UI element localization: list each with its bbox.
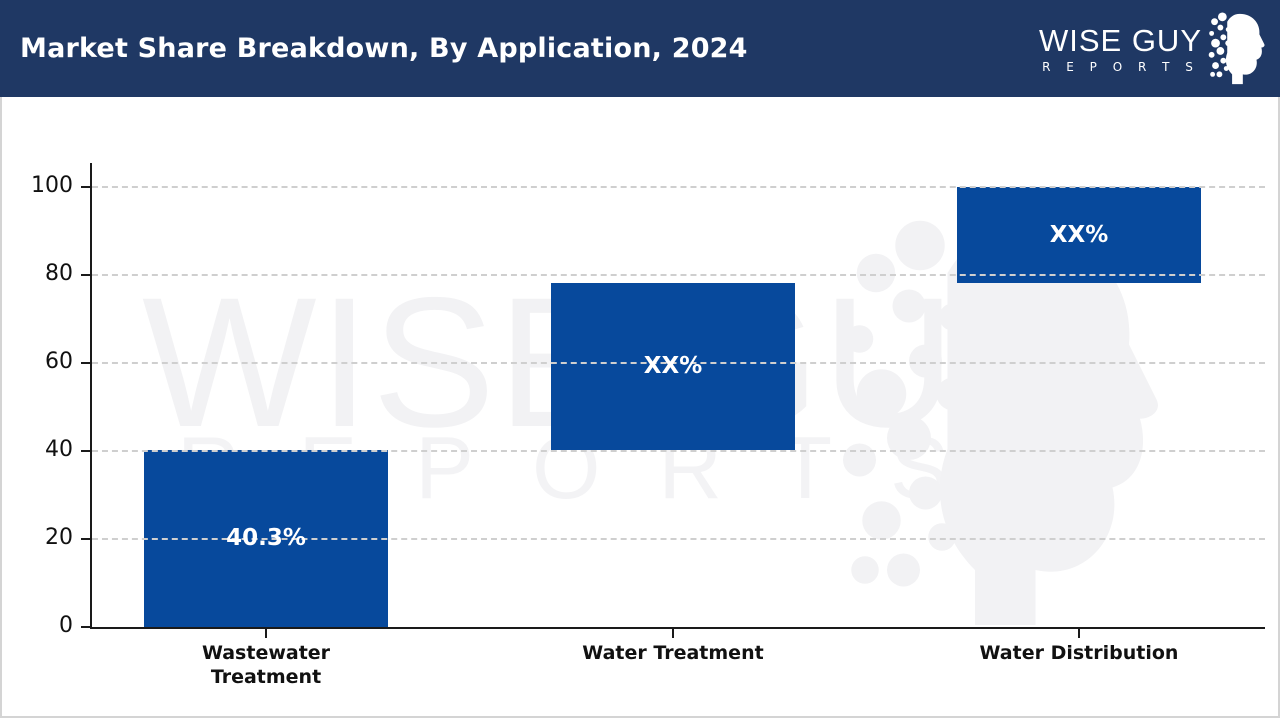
y-tick-0 [81,626,90,628]
chart-area: WISE GUY REPORTS 0 20 40 60 80 100 40.3% Wastew… [0,97,1280,718]
header-bar: Market Share Breakdown, By Application, … [0,0,1280,97]
chart-title: Market Share Breakdown, By Application, … [20,33,748,64]
brand-name: WISE GUY [1038,22,1202,58]
x-axis-line [90,627,1265,629]
y-tick-80 [81,274,90,276]
gridline-40 [92,450,1265,452]
gridline-20 [92,538,1265,540]
brand-subname: R E P O R T S [1042,59,1199,74]
dotted-head-icon [1208,12,1265,85]
y-tick-label-100: 100 [31,173,73,198]
x-tick-3 [1078,629,1080,638]
category-label-2: Water Treatment [582,642,764,664]
y-tick-60 [81,362,90,364]
y-tick-label-40: 40 [45,437,73,462]
y-tick-40 [81,450,90,452]
gridline-80 [92,274,1265,276]
brand-logo-text: WISE GUY R E P O R T S [1039,25,1202,74]
category-label-3: Water Distribution [979,642,1179,664]
brand-logo: WISE GUY R E P O R T S [1016,6,1266,92]
x-tick-2 [672,629,674,638]
x-tick-1 [265,629,267,638]
y-tick-20 [81,538,90,540]
y-tick-label-60: 60 [45,349,73,374]
y-tick-label-0: 0 [59,613,73,638]
bar-value-label-1: 40.3% [226,525,306,552]
y-tick-100 [81,186,90,188]
gridline-60 [92,362,1265,364]
bar-value-label-3: XX% [1049,221,1109,248]
gridline-100 [92,186,1265,188]
bar-2 [551,282,795,450]
y-tick-label-20: 20 [45,525,73,550]
y-tick-label-80: 80 [45,261,73,286]
bar-value-label-2: XX% [643,353,703,380]
y-axis-line [90,163,92,629]
category-label-1: Wastewater Treatment [201,642,331,688]
